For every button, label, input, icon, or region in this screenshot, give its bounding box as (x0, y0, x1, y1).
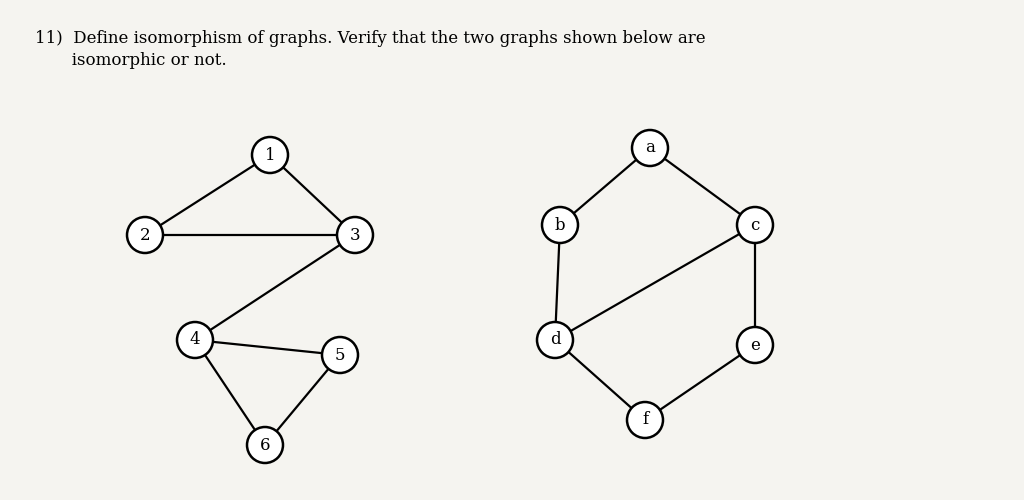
Text: b: b (555, 216, 565, 234)
Text: 2: 2 (139, 226, 151, 244)
Circle shape (627, 402, 663, 438)
Circle shape (537, 322, 573, 358)
Circle shape (737, 327, 773, 363)
Circle shape (632, 130, 668, 166)
Text: 4: 4 (189, 332, 201, 348)
Circle shape (177, 322, 213, 358)
Circle shape (542, 207, 578, 243)
Text: e: e (750, 336, 760, 353)
Text: c: c (751, 216, 760, 234)
Text: 3: 3 (349, 226, 360, 244)
Circle shape (737, 207, 773, 243)
Text: isomorphic or not.: isomorphic or not. (35, 52, 226, 69)
Circle shape (337, 217, 373, 253)
Text: 5: 5 (335, 346, 345, 364)
Text: f: f (642, 412, 648, 428)
Circle shape (252, 137, 288, 173)
Text: 1: 1 (264, 146, 275, 164)
Circle shape (247, 427, 283, 463)
Circle shape (322, 337, 358, 373)
Text: 6: 6 (260, 436, 270, 454)
Text: a: a (645, 140, 655, 156)
Text: 11)  Define isomorphism of graphs. Verify that the two graphs shown below are: 11) Define isomorphism of graphs. Verify… (35, 30, 706, 47)
Circle shape (127, 217, 163, 253)
Text: d: d (550, 332, 560, 348)
